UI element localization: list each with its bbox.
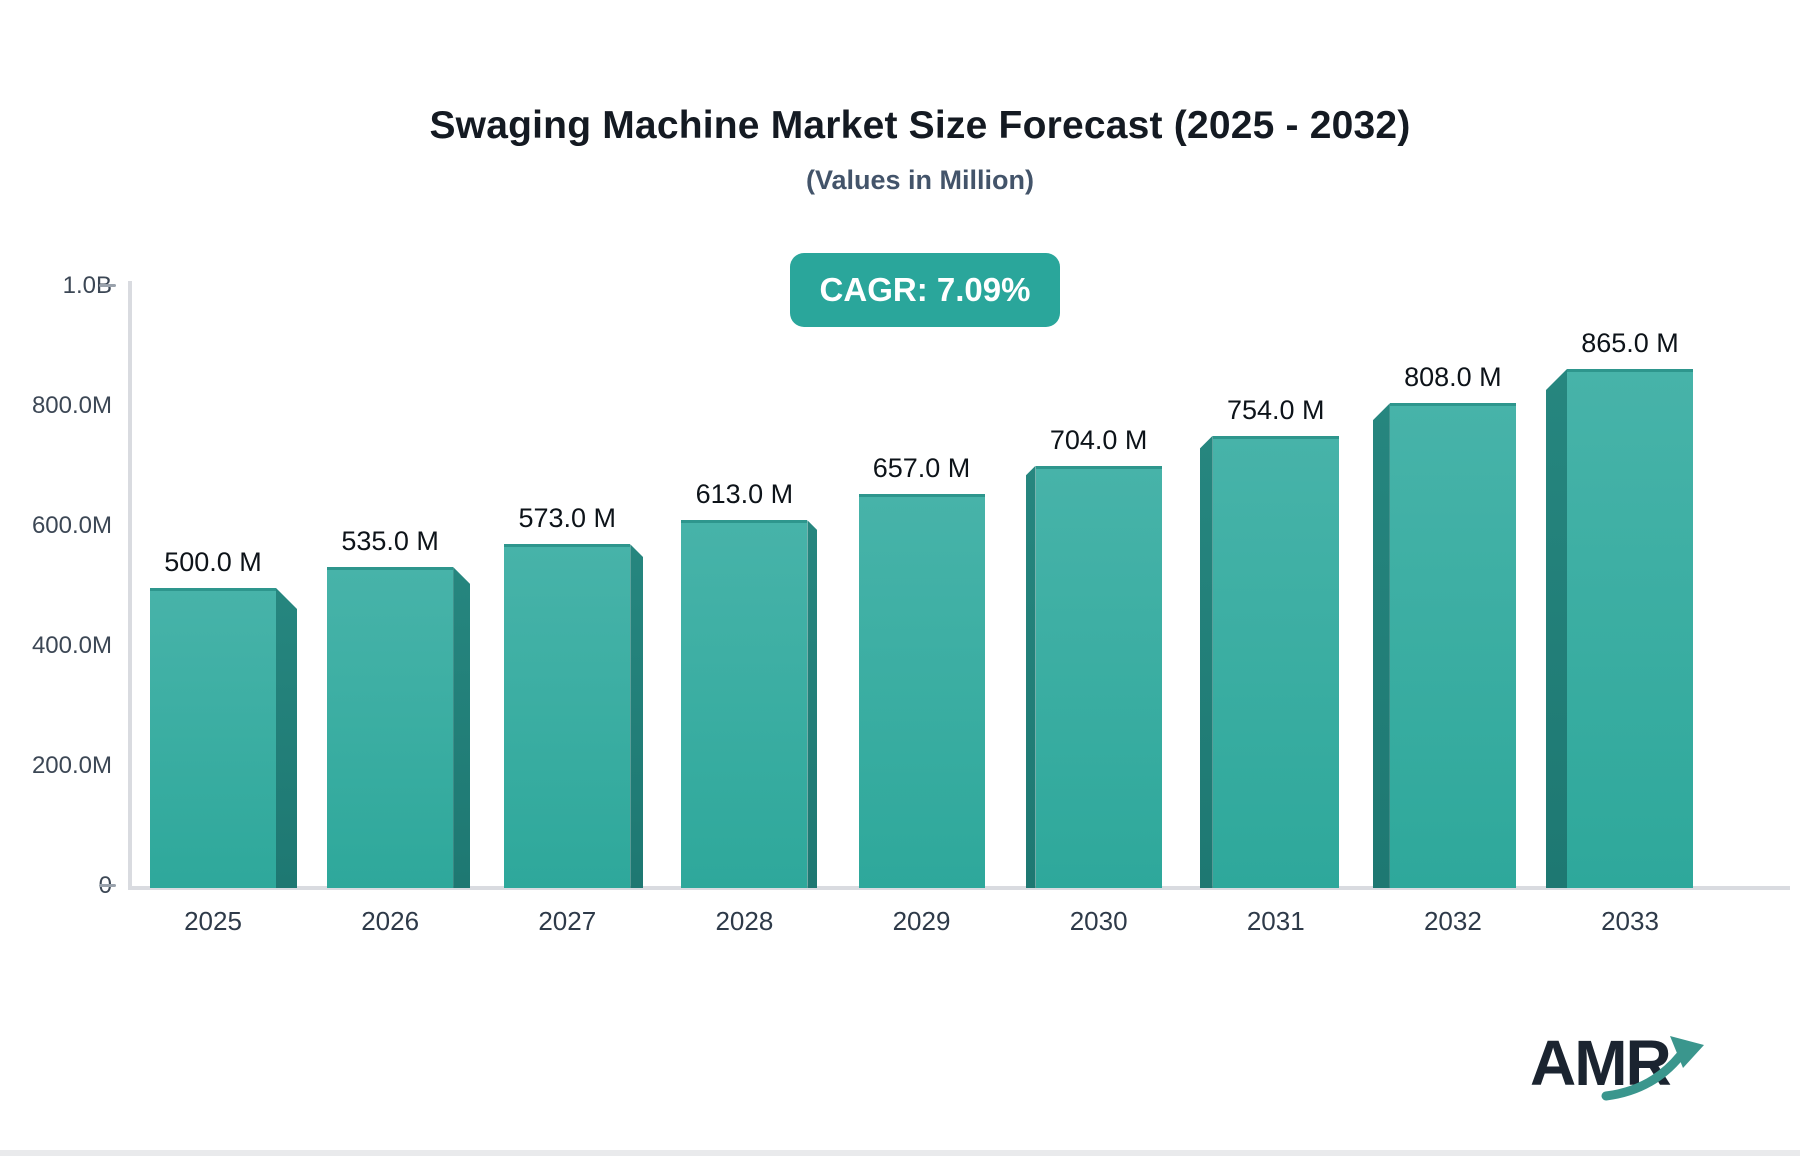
bar-side-face-2028 xyxy=(807,520,818,888)
page-bottom-border xyxy=(0,1150,1800,1156)
bar-value-label: 657.0 M xyxy=(872,452,971,483)
x-axis-label: 2027 xyxy=(538,906,597,936)
chart-subtitle: (Values in Million) xyxy=(805,165,1035,195)
x-axis-label: 2031 xyxy=(1246,906,1305,936)
y-axis-line xyxy=(128,281,132,890)
bar-2025 xyxy=(150,588,276,888)
x-axis-label: 2029 xyxy=(892,906,951,936)
bar-2033 xyxy=(1567,369,1693,888)
bar-2027 xyxy=(504,544,631,888)
amr-logo: AMR xyxy=(1520,1026,1780,1126)
y-axis-label: 0 xyxy=(0,871,112,901)
bar-side-face-2032 xyxy=(1372,403,1390,888)
bar-value-label: 500.0 M xyxy=(164,547,262,577)
bar-value-label: 704.0 M xyxy=(1049,424,1148,455)
y-axis-label: 400.0M xyxy=(31,632,112,659)
bar-value-label: 754.0 M xyxy=(1226,394,1325,425)
bar-2026 xyxy=(327,567,454,888)
y-axis-label: 600.0M xyxy=(31,512,112,539)
bar-value-label: 535.0 M xyxy=(341,526,439,556)
bar-side-face-2030 xyxy=(1025,465,1036,888)
bar-value-label: 613.0 M xyxy=(695,479,794,510)
bar-value-label: 573.0 M xyxy=(518,503,617,534)
growth-arrow-icon xyxy=(1601,1036,1704,1101)
bar-side-face-2027 xyxy=(630,544,644,888)
y-axis-tick xyxy=(99,884,116,887)
x-axis-label: 2026 xyxy=(361,906,420,936)
bar-2032 xyxy=(1389,403,1516,888)
bar-value-label: 808.0 M xyxy=(1404,362,1502,393)
bar-value-label: 865.0 M xyxy=(1581,328,1679,358)
x-axis-label: 2030 xyxy=(1069,906,1128,936)
bar-side-face-2031 xyxy=(1199,435,1213,888)
bar-2029 xyxy=(858,493,985,888)
y-axis-tick xyxy=(99,284,116,287)
bar-side-face-2026 xyxy=(453,567,471,888)
x-axis-label: 2028 xyxy=(715,906,774,936)
x-axis-label: 2025 xyxy=(184,906,242,936)
chart-title: Swaging Machine Market Size Forecast (20… xyxy=(429,104,1411,147)
y-axis-label: 800.0M xyxy=(31,392,112,419)
bar-side-face-2025 xyxy=(276,588,297,888)
cagr-badge: CAGR: 7.09% xyxy=(790,253,1060,327)
x-axis-label: 2032 xyxy=(1423,906,1482,936)
x-axis-label: 2033 xyxy=(1601,906,1659,936)
x-axis-line xyxy=(128,886,1790,890)
bar-side-face-2033 xyxy=(1546,369,1567,888)
bar-2030 xyxy=(1035,465,1162,888)
y-axis-label: 1.0B xyxy=(62,272,112,299)
bar-2031 xyxy=(1212,435,1339,888)
bar-2028 xyxy=(681,520,808,888)
y-axis-label: 200.0M xyxy=(31,752,112,779)
